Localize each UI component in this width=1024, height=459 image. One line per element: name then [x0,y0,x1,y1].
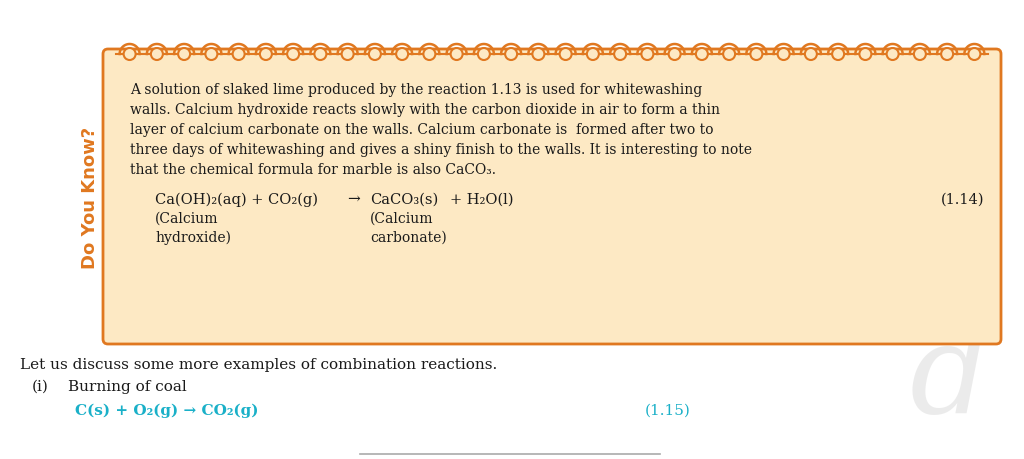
Text: Ca(OH)₂(aq) + CO₂(g): Ca(OH)₂(aq) + CO₂(g) [155,193,318,207]
Text: CaCO₃(s): CaCO₃(s) [370,193,438,207]
Circle shape [260,49,272,61]
Text: walls. Calcium hydroxide reacts slowly with the carbon dioxide in air to form a : walls. Calcium hydroxide reacts slowly w… [130,103,720,117]
Circle shape [723,49,735,61]
Text: A solution of slaked lime produced by the reaction 1.13 is used for whitewashing: A solution of slaked lime produced by th… [130,83,702,97]
Text: hydroxide): hydroxide) [155,230,231,245]
Circle shape [232,49,245,61]
Circle shape [342,49,353,61]
Circle shape [777,49,790,61]
Text: →: → [347,193,359,207]
Circle shape [614,49,626,61]
Circle shape [178,49,190,61]
Circle shape [560,49,571,61]
Circle shape [287,49,299,61]
Circle shape [314,49,327,61]
Circle shape [805,49,817,61]
Circle shape [151,49,163,61]
Circle shape [969,49,980,61]
Text: that the chemical formula for marble is also CaCO₃.: that the chemical formula for marble is … [130,162,496,177]
Text: (Calcium: (Calcium [155,212,218,225]
Circle shape [751,49,763,61]
Circle shape [941,49,953,61]
Circle shape [887,49,899,61]
Circle shape [451,49,463,61]
Text: (1.15): (1.15) [645,403,691,417]
Text: three days of whitewashing and gives a shiny finish to the walls. It is interest: three days of whitewashing and gives a s… [130,143,752,157]
Circle shape [478,49,489,61]
Circle shape [913,49,926,61]
FancyBboxPatch shape [103,50,1001,344]
Circle shape [696,49,708,61]
Circle shape [669,49,681,61]
Circle shape [396,49,409,61]
Circle shape [369,49,381,61]
Text: carbonate): carbonate) [370,230,446,245]
Text: (1.14): (1.14) [940,193,984,207]
Text: Do You Know?: Do You Know? [81,126,99,268]
Circle shape [423,49,435,61]
Circle shape [587,49,599,61]
Circle shape [124,49,135,61]
Circle shape [641,49,653,61]
Text: (i): (i) [32,379,49,393]
Circle shape [833,49,844,61]
Text: d: d [910,318,990,439]
Circle shape [859,49,871,61]
Text: Let us discuss some more examples of combination reactions.: Let us discuss some more examples of com… [20,357,498,371]
Text: C(s) + O₂(g) → CO₂(g): C(s) + O₂(g) → CO₂(g) [75,403,258,418]
Circle shape [206,49,217,61]
Circle shape [532,49,545,61]
Circle shape [505,49,517,61]
Text: + H₂O(l): + H₂O(l) [450,193,513,207]
Text: layer of calcium carbonate on the walls. Calcium carbonate is  formed after two : layer of calcium carbonate on the walls.… [130,123,714,137]
Text: (Calcium: (Calcium [370,212,433,225]
Text: Burning of coal: Burning of coal [68,379,186,393]
